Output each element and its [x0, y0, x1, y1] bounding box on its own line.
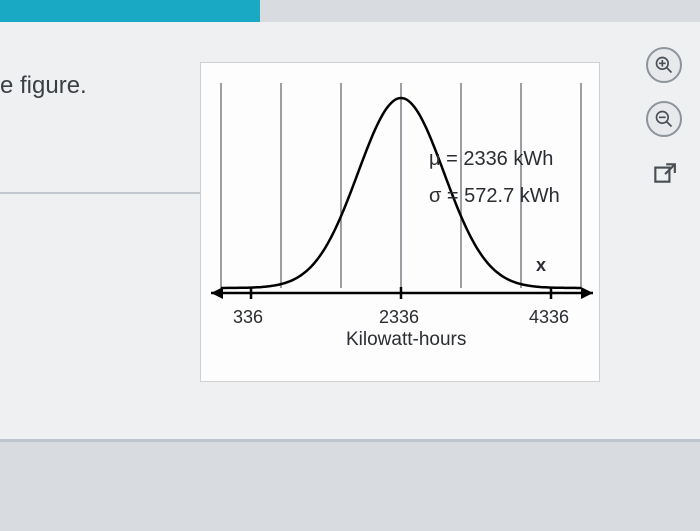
- divider: [0, 192, 200, 194]
- question-fragment: e figure.: [0, 72, 87, 100]
- header-accent-bar: [0, 0, 260, 22]
- mu-label: μ = 2336 kWh: [429, 148, 553, 171]
- tick-label-left: 336: [233, 307, 263, 328]
- x-marker: x: [536, 255, 546, 276]
- sigma-label: σ = 572.7 kWh: [429, 185, 560, 208]
- popout-icon: [651, 160, 677, 186]
- zoom-out-icon: [654, 109, 674, 129]
- x-axis-label: Kilowatt-hours: [346, 329, 466, 351]
- tick-label-right: 4336: [529, 307, 569, 328]
- figure-tools: [646, 47, 682, 191]
- zoom-in-button[interactable]: [646, 47, 682, 83]
- zoom-in-icon: [654, 55, 674, 75]
- zoom-out-button[interactable]: [646, 101, 682, 137]
- popout-button[interactable]: [646, 155, 682, 191]
- distribution-chart: μ = 2336 kWh σ = 572.7 kWh x 336 2336 43…: [200, 62, 600, 382]
- content-panel: e figure. μ = 2336 kWh σ = 572.7 kWh x 3…: [0, 22, 700, 442]
- tick-label-center: 2336: [379, 307, 419, 328]
